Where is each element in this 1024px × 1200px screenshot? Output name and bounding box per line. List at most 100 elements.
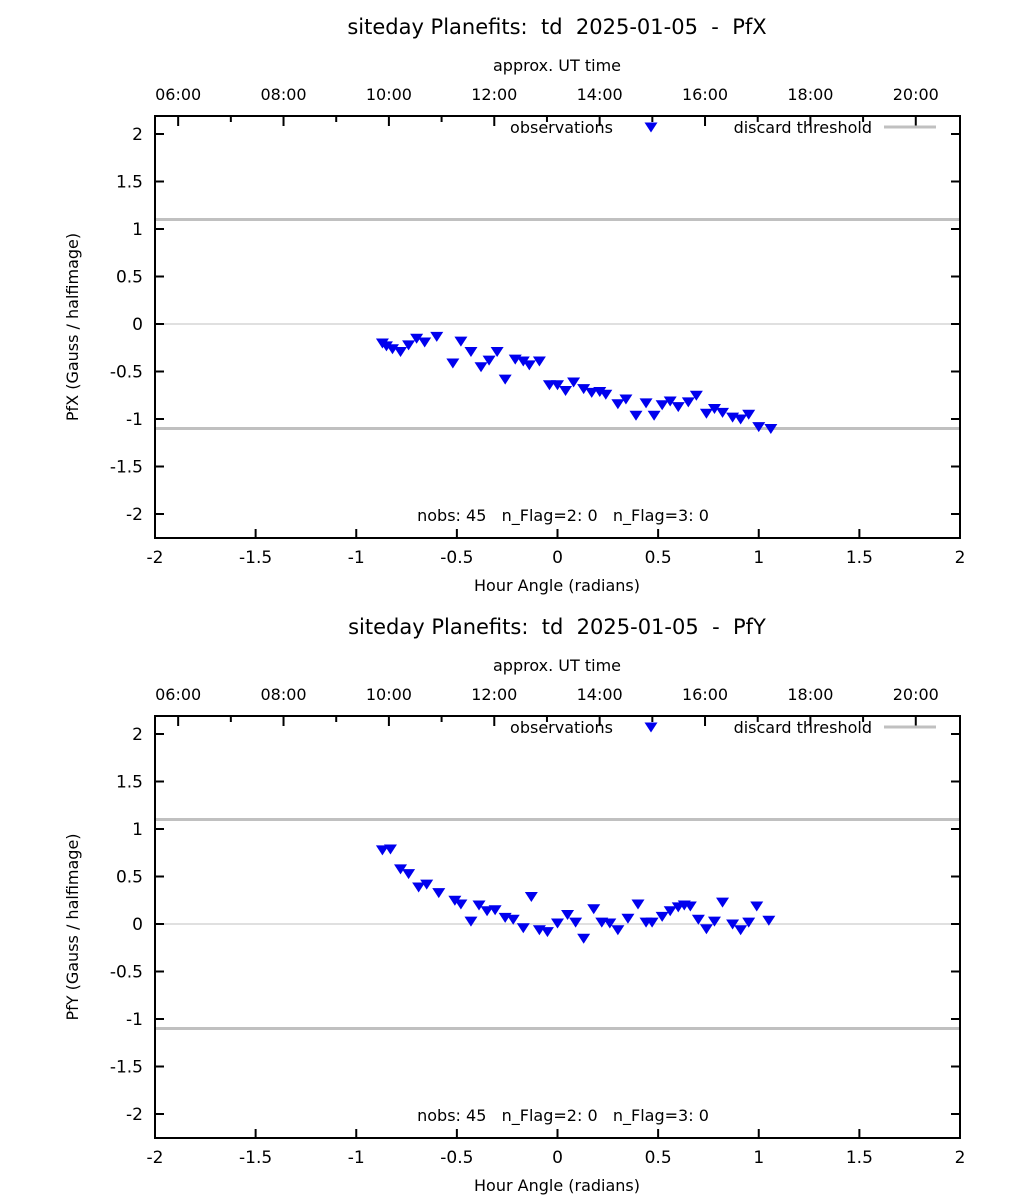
data-point xyxy=(454,899,468,910)
data-point xyxy=(716,407,730,418)
time-tick-label: 16:00 xyxy=(682,85,728,104)
data-point xyxy=(375,845,389,856)
data-point xyxy=(752,422,766,433)
x-tick-label: -2 xyxy=(147,1148,164,1168)
time-tick-label: 06:00 xyxy=(155,685,201,704)
x-tick-label: 2 xyxy=(955,1148,966,1168)
data-point xyxy=(726,919,740,930)
data-point xyxy=(707,404,721,415)
time-tick-label: 06:00 xyxy=(155,85,201,104)
y-tick-label: -1 xyxy=(126,410,143,430)
chart-title: siteday Planefits: td 2025-01-05 - PfX xyxy=(347,15,766,39)
y-tick-label: 0.5 xyxy=(116,868,143,888)
data-point xyxy=(394,864,408,875)
data-point xyxy=(707,916,721,927)
legend-marker-triangle-down-icon xyxy=(644,722,658,733)
chart-canvas: -2 -1.5 -1 -0.5 0 0.5 1 1.5 2 -2 -1.5 -1 -0.5 0 0.5 1 1.… xyxy=(63,15,966,595)
y-tick-label: 0.5 xyxy=(116,268,143,288)
time-tick-label: 08:00 xyxy=(260,685,306,704)
data-point xyxy=(663,906,677,917)
data-point xyxy=(383,844,397,855)
data-point xyxy=(699,408,713,419)
x-tick-label: -1.5 xyxy=(239,548,272,568)
time-tick-label: 20:00 xyxy=(893,685,939,704)
data-point xyxy=(645,917,659,928)
time-tick-label: 14:00 xyxy=(577,685,623,704)
data-point xyxy=(379,341,393,352)
data-point xyxy=(490,347,504,358)
data-point xyxy=(448,895,462,906)
y-tick-label: -1.5 xyxy=(110,458,143,478)
x-tick-label: 0.5 xyxy=(645,1148,672,1168)
y-axis-label: PfY (Gauss / halfimage) xyxy=(63,833,82,1020)
data-point xyxy=(551,918,564,929)
y-tick-label: -2 xyxy=(126,505,143,525)
x-axis-label: Hour Angle (radians) xyxy=(474,1176,640,1195)
chart-pfx: -2 -1.5 -1 -0.5 0 0.5 1 1.5 2 -2 -1.5 -1 -0.5 0 0.5 1 1.… xyxy=(63,15,966,595)
plot-border xyxy=(154,115,961,539)
data-point xyxy=(611,925,625,936)
x-tick-label: 0 xyxy=(552,1148,563,1168)
data-point xyxy=(472,900,486,911)
x-tick-label: 0 xyxy=(552,548,563,568)
data-point xyxy=(540,927,554,938)
data-point xyxy=(587,904,601,915)
data-point xyxy=(385,344,399,355)
data-point xyxy=(762,915,776,926)
time-tick-label: 08:00 xyxy=(260,85,306,104)
data-point xyxy=(750,901,764,912)
data-point xyxy=(699,924,713,935)
data-point xyxy=(474,362,488,373)
data-point xyxy=(551,380,564,391)
time-tick-label: 12:00 xyxy=(471,685,517,704)
data-point xyxy=(516,356,530,367)
data-point xyxy=(420,879,434,890)
data-point xyxy=(559,386,573,396)
data-point xyxy=(639,398,653,409)
data-point xyxy=(394,347,408,358)
time-tick-label: 12:00 xyxy=(471,85,517,104)
y-tick-label: -0.5 xyxy=(110,963,143,983)
data-point xyxy=(585,387,599,398)
x-tick-label: -1 xyxy=(348,1148,365,1168)
y-tick-label: 1 xyxy=(132,220,143,240)
chart-pfy: -2 -1.5 -1 -0.5 0 0.5 1 1.5 2 -2 -1.5 -1 -0.5 0 0.5 1 1.… xyxy=(0,600,1024,1200)
top-axis-label: approx. UT time xyxy=(493,56,621,75)
data-point xyxy=(655,400,669,411)
y-tick-label: -1 xyxy=(126,1010,143,1030)
x-tick-label: 1 xyxy=(753,1148,764,1168)
data-point xyxy=(689,390,703,401)
stats-annotation: nobs: 45 n_Flag=2: 0 n_Flag=3: 0 xyxy=(417,506,709,526)
data-point xyxy=(522,360,536,371)
y-tick-label: 2 xyxy=(132,125,143,145)
data-point xyxy=(631,899,645,910)
data-point xyxy=(691,914,705,925)
data-point xyxy=(655,911,669,922)
data-point xyxy=(663,396,677,407)
data-point xyxy=(619,394,633,405)
data-point xyxy=(734,925,748,936)
y-tick-label: -0.5 xyxy=(110,363,143,383)
data-point xyxy=(647,410,661,421)
data-point xyxy=(681,397,695,408)
data-point xyxy=(506,914,520,925)
data-point xyxy=(402,869,416,880)
data-point xyxy=(464,347,478,358)
data-point xyxy=(621,913,635,924)
data-point xyxy=(593,386,607,397)
data-point xyxy=(410,333,424,344)
stats-annotation: nobs: 45 n_Flag=2: 0 n_Flag=3: 0 xyxy=(417,1106,709,1126)
data-point xyxy=(611,399,625,410)
data-point xyxy=(412,882,426,893)
x-tick-label: 2 xyxy=(955,548,966,568)
data-point xyxy=(446,358,460,369)
x-tick-label: -1 xyxy=(348,548,365,568)
time-tick-label: 14:00 xyxy=(577,85,623,104)
x-axis-label: Hour Angle (radians) xyxy=(474,576,640,595)
chart-title: siteday Planefits: td 2025-01-05 - PfY xyxy=(348,615,766,639)
data-point xyxy=(482,355,496,366)
x-tick-label: 1 xyxy=(753,548,764,568)
data-point xyxy=(683,901,697,912)
x-tick-label: 1.5 xyxy=(846,1148,873,1168)
